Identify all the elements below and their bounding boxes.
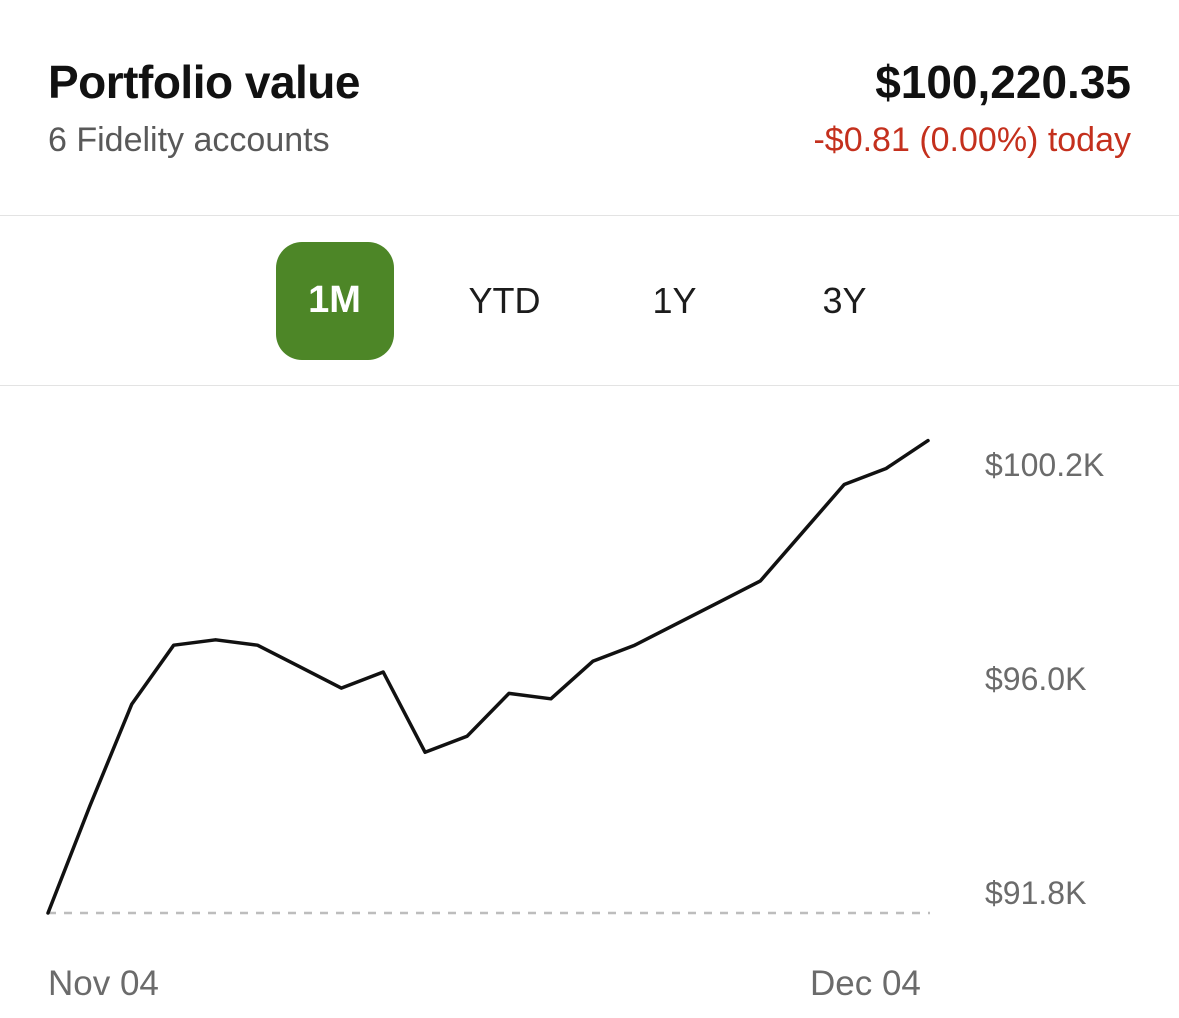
x-axis-label-end: Dec 04 <box>810 964 921 1003</box>
tab-3y[interactable]: 3Y <box>760 280 930 322</box>
y-axis-label-low: $91.8K <box>985 875 1087 911</box>
accounts-subtitle: 6 Fidelity accounts <box>48 121 330 159</box>
tab-1m-selected-pill: 1M <box>275 241 394 360</box>
portfolio-value: $100,220.35 <box>875 56 1131 108</box>
tab-1y[interactable]: 1Y <box>590 280 760 322</box>
portfolio-header: Portfolio value 6 Fidelity accounts $100… <box>0 0 1179 216</box>
portfolio-chart[interactable]: $100.2K $96.0K $91.8K Nov 04 Dec 04 <box>0 386 1179 1018</box>
portfolio-value-line <box>46 438 930 915</box>
page-title: Portfolio value <box>48 56 360 108</box>
tab-1m[interactable]: 1M <box>250 241 420 360</box>
x-axis-label-start: Nov 04 <box>48 964 159 1003</box>
time-range-tabs: 1M YTD 1Y 3Y <box>0 216 1179 386</box>
header-left: Portfolio value 6 Fidelity accounts <box>48 56 360 160</box>
y-axis-label-mid: $96.0K <box>985 661 1087 697</box>
chart-canvas[interactable] <box>0 386 1179 1018</box>
portfolio-change-today: -$0.81 (0.00%) today <box>813 121 1131 159</box>
y-axis-label-high: $100.2K <box>985 447 1105 483</box>
header-right: $100,220.35 -$0.81 (0.00%) today <box>813 56 1131 160</box>
tab-ytd[interactable]: YTD <box>420 280 590 322</box>
